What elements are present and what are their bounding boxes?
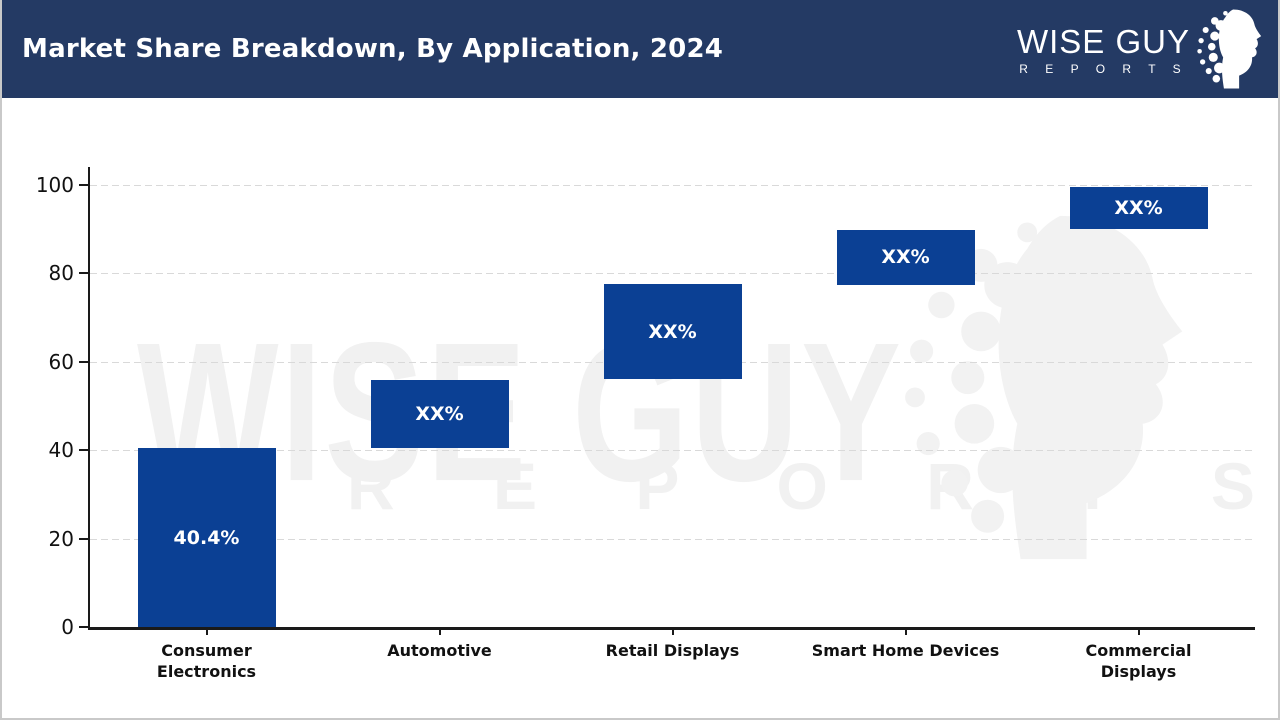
x-tick-label: Commercial Displays [1085, 641, 1192, 681]
bar-smart-home-devices: XX% [836, 229, 975, 285]
brand-name: WISE GUY [1016, 22, 1190, 60]
wiseguy-head-icon [1197, 9, 1262, 89]
x-tick-label: Smart Home Devices [811, 641, 1000, 660]
bar-consumer-electronics: 40.4% [137, 448, 276, 627]
x-tick-mark [671, 630, 674, 635]
bar-value-label: 40.4% [173, 526, 240, 549]
x-tick-mark [438, 630, 441, 635]
x-tick-label: Retail Displays [605, 641, 740, 660]
brand-logo: WISE GUY R E P O R T S [1017, 4, 1268, 94]
gridline [90, 538, 1255, 540]
y-tick-mark [79, 537, 88, 540]
y-tick-mark [79, 360, 88, 363]
y-tick-mark [79, 184, 88, 186]
bar-value-label: XX% [881, 246, 930, 269]
y-tick-label: 0 [61, 615, 74, 639]
y-tick-label: 40 [48, 438, 74, 463]
bar-value-label: XX% [1114, 196, 1163, 219]
gridline [90, 185, 1255, 186]
y-tick-label: 20 [48, 526, 74, 551]
bar-commercial-displays: XX% [1069, 186, 1208, 230]
bar-value-label: XX% [648, 320, 697, 343]
x-tick-mark [1137, 630, 1140, 635]
y-tick-mark [79, 449, 88, 452]
brand-subname: R E P O R T S [1019, 61, 1188, 76]
bar-automotive: XX% [370, 379, 509, 449]
gridline [90, 273, 1255, 275]
gridline [90, 450, 1255, 452]
header-bar: Market Share Breakdown, By Application, … [2, 0, 1278, 98]
bar-retail-displays: XX% [603, 284, 742, 380]
y-tick-label: 80 [48, 261, 74, 286]
x-tick-mark [205, 630, 208, 635]
y-tick-label: 60 [48, 349, 74, 374]
y-tick-mark [79, 272, 88, 275]
x-tick-label: Automotive [387, 641, 492, 660]
x-axis-line [88, 627, 1255, 630]
y-axis-line [88, 167, 90, 630]
bar-value-label: XX% [415, 403, 464, 426]
x-tick-label: Consumer Electronics [156, 641, 257, 681]
brand-logo-text: WISE GUY R E P O R T S [1017, 23, 1190, 76]
y-tick-mark [79, 626, 88, 628]
chart-title: Market Share Breakdown, By Application, … [22, 34, 724, 64]
x-tick-mark [904, 630, 907, 635]
plot-area: 0 20 40 60 80 100 40.4% Consumer Electronics XX%… [36, 167, 1255, 681]
watermark-head-icon [905, 215, 1183, 560]
y-tick-label: 100 [35, 173, 74, 197]
